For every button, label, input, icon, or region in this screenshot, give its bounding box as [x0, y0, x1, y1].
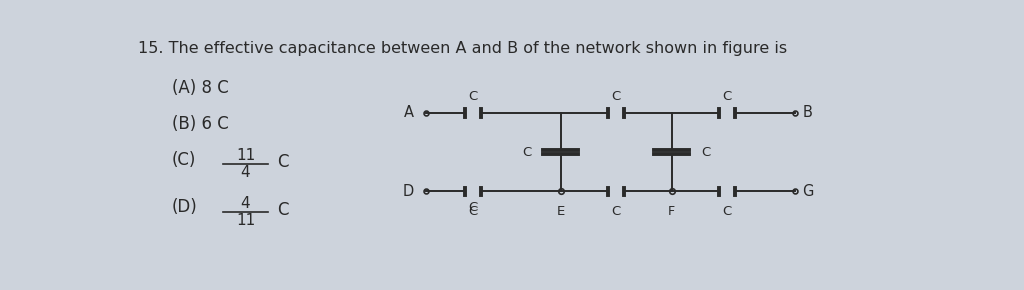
Text: G: G — [803, 184, 814, 199]
Text: B: B — [803, 106, 812, 120]
Text: (A) 8 C: (A) 8 C — [172, 79, 228, 97]
Text: C: C — [469, 201, 478, 214]
Text: C: C — [723, 204, 732, 218]
Text: (B) 6 C: (B) 6 C — [172, 115, 228, 133]
Text: F: F — [668, 204, 675, 218]
Text: C: C — [522, 146, 531, 159]
Text: A: A — [403, 106, 414, 120]
Text: C: C — [611, 204, 621, 218]
Text: C: C — [278, 201, 289, 219]
Text: C: C — [469, 204, 478, 218]
Text: E: E — [556, 204, 564, 218]
Text: D: D — [402, 184, 414, 199]
Text: (C): (C) — [172, 151, 196, 169]
Text: 11: 11 — [236, 148, 255, 163]
Text: C: C — [701, 146, 711, 159]
Text: C: C — [723, 90, 732, 103]
Text: C: C — [611, 90, 621, 103]
Text: 4: 4 — [241, 165, 250, 180]
Text: C: C — [278, 153, 289, 171]
Text: 15. The effective capacitance between A and B of the network shown in figure is: 15. The effective capacitance between A … — [138, 41, 787, 57]
Text: 4: 4 — [241, 196, 250, 211]
Text: C: C — [469, 90, 478, 103]
Text: (D): (D) — [172, 198, 198, 216]
Text: 11: 11 — [236, 213, 255, 229]
